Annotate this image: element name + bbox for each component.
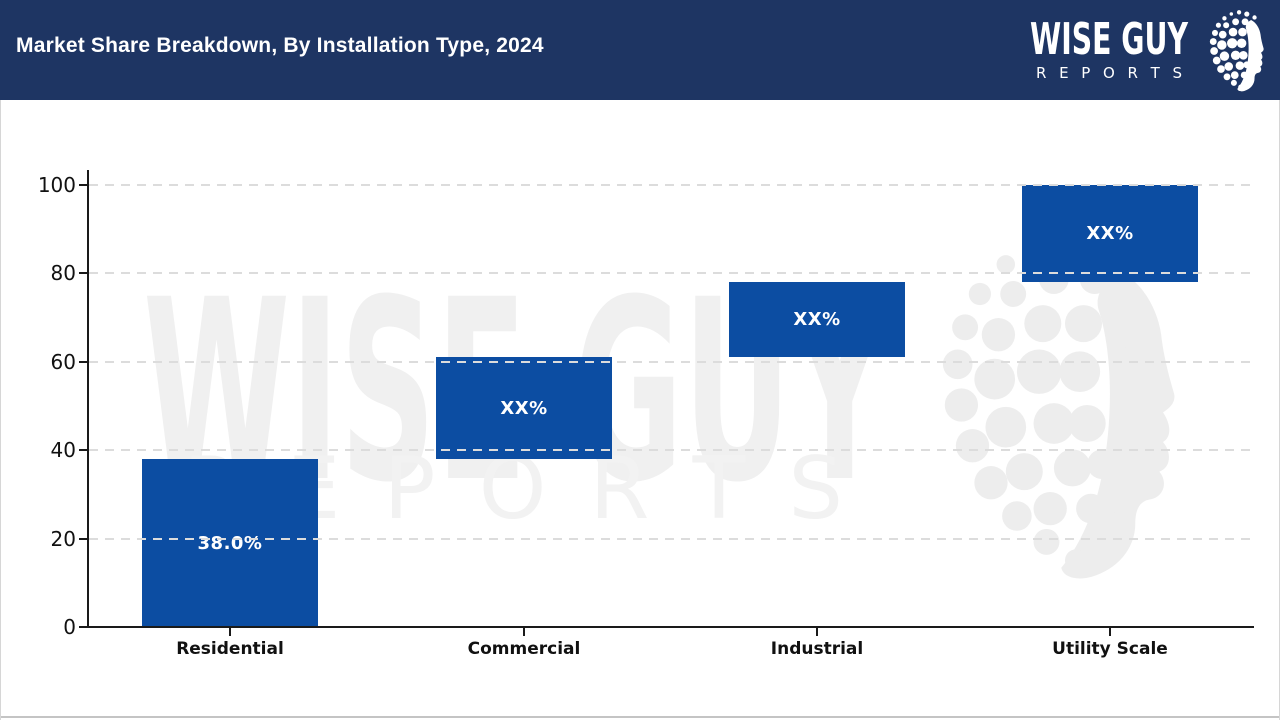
logo-dotted-head-icon — [1209, 10, 1264, 92]
x-category-label: Residential — [176, 639, 284, 659]
page-left-border — [0, 100, 1, 720]
wise-guy-reports-logo: WISE GUY R E P O R T S — [1030, 10, 1264, 92]
y-tick-label: 20 — [50, 526, 76, 551]
y-tick-label: 40 — [50, 438, 76, 463]
y-tick-20 — [79, 537, 88, 540]
gridline-40 — [89, 449, 1254, 452]
x-tick-3 — [1109, 628, 1111, 636]
x-category-label: Utility Scale — [1052, 639, 1168, 659]
y-tick-label: 80 — [50, 261, 76, 286]
gridline-20 — [89, 537, 1254, 540]
logo-subtitle: R E P O R T S — [1036, 64, 1182, 82]
y-tick-40 — [79, 449, 88, 452]
y-tick-label: 60 — [50, 349, 76, 374]
y-tick-0 — [79, 626, 88, 628]
x-axis-line — [88, 626, 1254, 628]
bar-value-label: XX% — [500, 397, 548, 419]
y-axis-line — [87, 170, 89, 628]
logo-wordmark: WISE GUY — [1030, 14, 1189, 65]
y-tick-80 — [79, 272, 88, 275]
gridline-60 — [89, 360, 1254, 363]
bar-commercial: XX% — [436, 357, 612, 460]
x-category-label: Commercial — [467, 639, 581, 659]
bar-residential: 38.0% — [142, 459, 318, 627]
y-tick-60 — [79, 360, 88, 363]
chart-title: Market Share Breakdown, By Installation … — [16, 34, 544, 57]
page-bottom-border — [0, 716, 1280, 718]
bar-value-label: XX% — [793, 309, 841, 331]
x-tick-0 — [229, 628, 231, 636]
y-tick-label: 100 — [37, 173, 76, 197]
gridline-100 — [89, 184, 1254, 186]
x-tick-1 — [523, 628, 525, 636]
bar-industrial: XX% — [729, 282, 905, 358]
bar-value-label: 38.0% — [197, 532, 263, 554]
y-tick-label: 0 — [63, 615, 76, 639]
x-category-label: Industrial — [770, 639, 864, 659]
bar-value-label: XX% — [1086, 223, 1134, 245]
bar-utility-scale: XX% — [1022, 185, 1198, 283]
y-tick-100 — [79, 184, 88, 186]
x-tick-2 — [816, 628, 818, 636]
header-band: Market Share Breakdown, By Installation … — [0, 0, 1280, 100]
gridline-80 — [89, 272, 1254, 275]
